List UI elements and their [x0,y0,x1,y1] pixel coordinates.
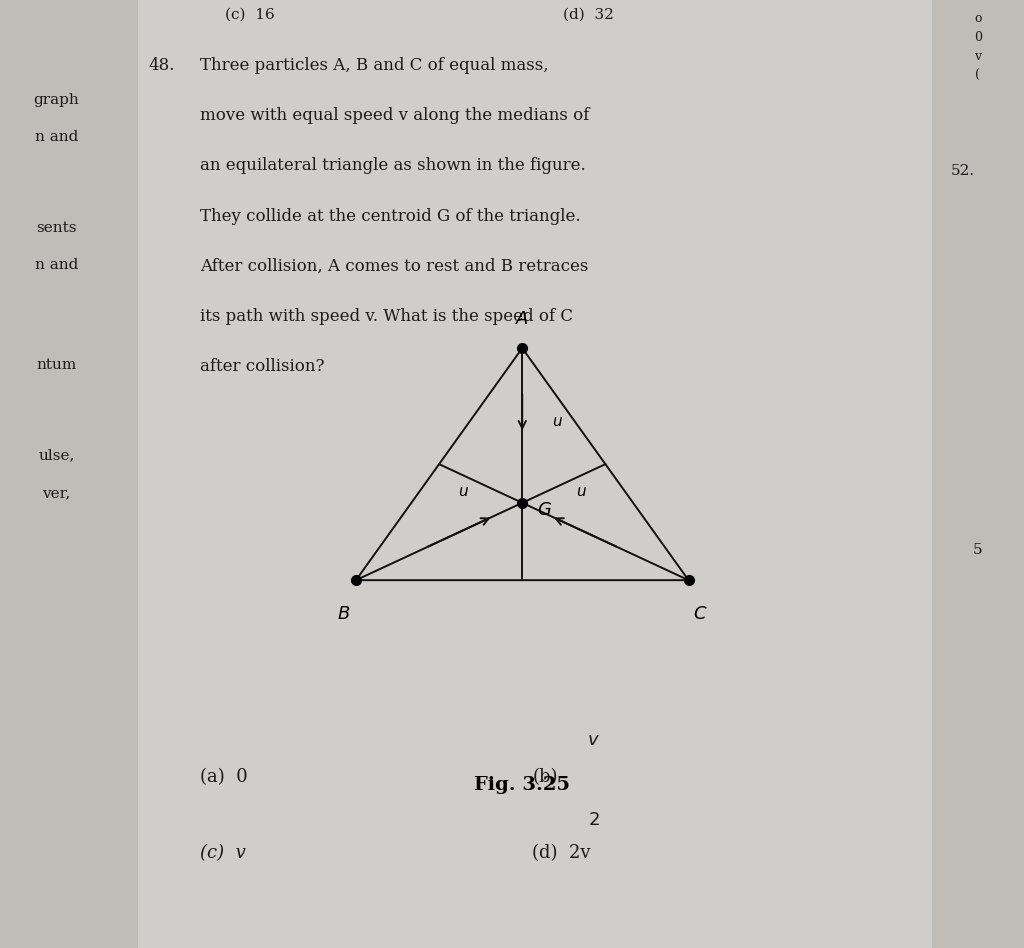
Text: 5: 5 [973,543,983,556]
Text: Fig. 3.25: Fig. 3.25 [474,775,570,793]
Text: after collision?: after collision? [200,358,325,375]
Text: $B$: $B$ [338,605,350,623]
Text: ntum: ntum [36,358,77,372]
Bar [932,0,1024,948]
Text: an equilateral triangle as shown in the figure.: an equilateral triangle as shown in the … [200,157,586,174]
Text: (: ( [976,69,980,82]
Text: 52.: 52. [950,164,975,177]
Text: n and: n and [35,131,78,144]
Text: its path with speed v. What is the speed of C: its path with speed v. What is the speed… [200,308,572,325]
Text: $u$: $u$ [552,415,563,429]
Bar [0,0,138,948]
Text: $C$: $C$ [693,605,708,623]
Text: After collision, A comes to rest and B retraces: After collision, A comes to rest and B r… [200,258,588,275]
Text: Three particles A, B and C of equal mass,: Three particles A, B and C of equal mass… [200,57,548,74]
Text: n and: n and [35,259,78,272]
Text: ver,: ver, [42,486,71,500]
Text: $A$: $A$ [515,310,529,328]
Text: (d)  32: (d) 32 [563,8,614,21]
Text: 48.: 48. [148,57,175,74]
Text: (a)  0: (a) 0 [200,769,248,786]
Text: $v$: $v$ [588,731,600,749]
Text: (b): (b) [532,769,558,786]
Text: $u$: $u$ [458,485,469,500]
Text: v: v [975,50,981,64]
Text: (d)  2v: (d) 2v [532,845,591,862]
Text: (c)  v: (c) v [200,845,246,862]
Text: $2$: $2$ [588,811,600,829]
Text: ulse,: ulse, [38,448,75,462]
Text: o: o [974,12,982,26]
Text: graph: graph [34,93,79,106]
Text: They collide at the centroid G of the triangle.: They collide at the centroid G of the tr… [200,208,581,225]
Text: 0: 0 [974,31,982,45]
Text: $G$: $G$ [537,501,552,519]
Text: (c)  16: (c) 16 [225,8,275,21]
Text: sents: sents [36,221,77,234]
Text: move with equal speed v along the medians of: move with equal speed v along the median… [200,107,589,124]
Text: $u$: $u$ [575,485,587,500]
